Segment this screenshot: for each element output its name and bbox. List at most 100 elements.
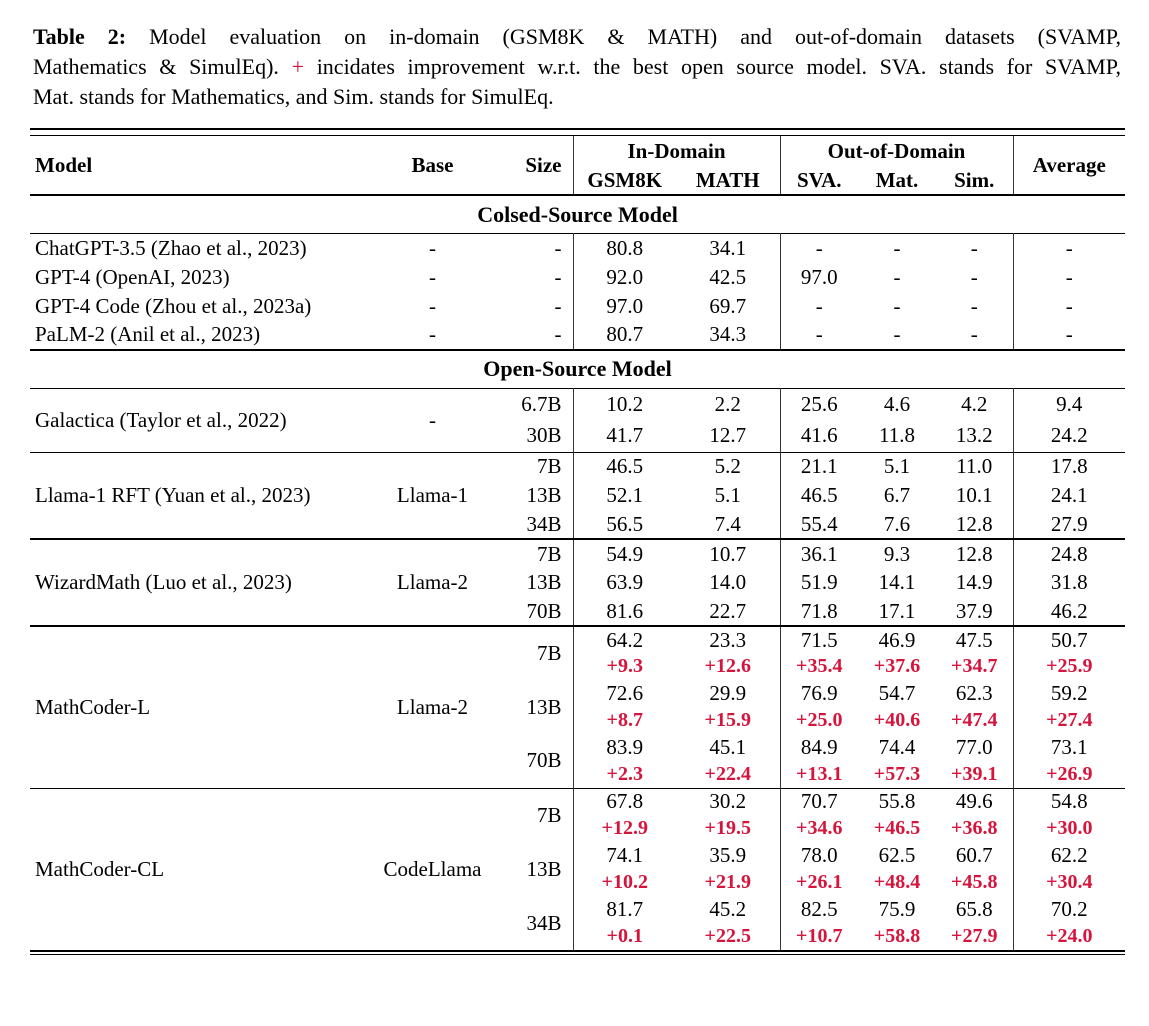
cell-sim: 12.8 — [955, 511, 993, 536]
group-mathcoder-cl: MathCoder-CL CodeLlama 7B 67.8 30.2 70.7… — [30, 788, 1126, 950]
cell-model: ChatGPT-3.5 (Zhao et al., 2023) — [35, 235, 307, 260]
cell-mat: - — [893, 293, 901, 318]
cell-math-delta: +22.5 — [704, 925, 751, 947]
cell-model: Galactica (Taylor et al., 2022) — [35, 407, 287, 432]
cell-mat-delta: +40.6 — [873, 709, 921, 731]
cell-average-delta: +30.4 — [1012, 869, 1126, 896]
cell-math: 34.1 — [709, 235, 747, 260]
table-row: GPT-4 (OpenAI, 2023) - - 92.0 42.5 97.0 … — [30, 262, 1126, 292]
header-row-datasets: GSM8K MATH SVA. Mat. Sim. — [30, 166, 1125, 195]
cell-sim-delta: +34.7 — [951, 655, 998, 677]
cell-average: 24.2 — [1012, 420, 1126, 452]
cell-average-delta: +26.9 — [1012, 761, 1126, 788]
table-row: 70B 81.6 22.7 71.8 17.1 37.9 46.2 — [30, 597, 1126, 626]
cell-base: - — [429, 264, 436, 289]
table-row: 13B 74.1 35.9 78.0 62.5 60.7 62.2 — [30, 842, 1126, 881]
cell-math-delta: +22.4 — [704, 762, 751, 785]
cell-sva: - — [779, 291, 858, 321]
cell-math: 22.7 — [709, 598, 747, 623]
cell-sim: 37.9 — [955, 598, 993, 623]
cell-average: - — [1012, 233, 1126, 263]
table-row: ChatGPT-3.5 (Zhao et al., 2023) - - 80.8… — [30, 233, 1126, 263]
table-caption: Table 2: Model evaluation on in-domain (… — [33, 22, 1121, 112]
table-row: 13B 52.1 5.1 46.5 6.7 10.1 24.1 — [30, 481, 1126, 510]
cell-model: GPT-4 (OpenAI, 2023) — [35, 264, 230, 289]
cell-gsm8k: 83.9 — [572, 734, 676, 761]
cell-mat: 14.1 — [878, 570, 916, 594]
cell-sva: 21.1 — [779, 452, 858, 481]
cell-average-delta: +25.9 — [1012, 653, 1126, 680]
cell-average: 70.2 — [1012, 896, 1126, 923]
cell-math: 42.5 — [709, 264, 747, 289]
header-size: Size — [525, 152, 562, 177]
cell-sim-delta: +47.4 — [951, 709, 998, 731]
table-row-improvement: +8.7 +15.9 +25.0 +40.6 +47.4 +27.4 — [30, 707, 1126, 734]
cell-base: - — [429, 293, 436, 318]
cell-sva-delta: +34.6 — [779, 815, 858, 842]
cell-sva: - — [779, 233, 858, 263]
cell-sva-delta: +10.7 — [779, 923, 858, 950]
cell-sva: 71.8 — [779, 597, 858, 626]
table-row-improvement: +0.1 +22.5 +10.7 +58.8 +27.9 +24.0 — [30, 923, 1126, 950]
section-title: Open-Source Model — [483, 356, 672, 381]
cell-sva-delta: +26.1 — [779, 869, 858, 896]
top-double-rule — [30, 128, 1125, 136]
table-row-improvement: +12.9 +19.5 +34.6 +46.5 +36.8 +30.0 — [30, 815, 1126, 842]
cell-math-delta: +19.5 — [704, 817, 751, 839]
caption-text: incidates improvement w.r.t. the best op… — [316, 54, 1122, 79]
cell-math-delta: +15.9 — [704, 709, 751, 731]
cell-mat-delta: +57.3 — [873, 762, 921, 785]
cell-average: 73.1 — [1012, 734, 1126, 761]
cell-sva: 55.4 — [779, 510, 858, 539]
closed-source-rows: ChatGPT-3.5 (Zhao et al., 2023) - - 80.8… — [30, 233, 1126, 350]
cell-sva: 82.5 — [779, 896, 858, 923]
cell-sva: 71.5 — [779, 626, 858, 653]
cell-gsm8k: 81.6 — [572, 597, 676, 626]
cell-base: Llama-2 — [396, 570, 469, 594]
cell-mat: 6.7 — [883, 483, 911, 507]
cell-model: MathCoder-CL — [35, 856, 165, 881]
section-title: Colsed-Source Model — [477, 201, 678, 227]
cell-sim: 65.8 — [955, 897, 993, 921]
cell-mat-delta: +58.8 — [873, 925, 921, 947]
cell-base: Llama-1 — [396, 482, 469, 507]
cell-average: 46.2 — [1012, 597, 1126, 626]
cell-gsm8k-delta: +9.3 — [572, 653, 676, 680]
cell-math: 7.4 — [714, 511, 741, 536]
cell-size: - — [554, 293, 562, 318]
header-out-of-domain: Out-of-Domain — [779, 136, 1014, 166]
cell-gsm8k-delta: +8.7 — [572, 707, 676, 734]
cell-gsm8k: 80.7 — [572, 320, 676, 350]
cell-math-delta: +12.6 — [704, 655, 751, 677]
cell-size: 7B — [536, 454, 562, 479]
table-row: MathCoder-CL CodeLlama 7B 67.8 30.2 70.7… — [30, 788, 1126, 881]
section-title-row: Open-Source Model — [30, 350, 1125, 389]
results-table: Model Base Size In-Domain Out-of-Domain … — [30, 136, 1126, 950]
group-llama1-rft: Llama-1 RFT (Yuan et al., 2023) Llama-1 … — [30, 452, 1126, 539]
cell-gsm8k: 74.1 — [572, 842, 676, 869]
cell-mat: 17.1 — [878, 598, 916, 623]
header-gsm8k: GSM8K — [572, 166, 676, 195]
cell-mat: 54.7 — [878, 681, 916, 705]
cell-sim: 77.0 — [955, 735, 993, 759]
cell-sim: 4.2 — [961, 391, 988, 416]
cell-mat: 7.6 — [883, 511, 911, 536]
caption-text: Mat. stands for Mathematics, and Sim. st… — [33, 84, 554, 109]
cell-size: 6.7B — [521, 391, 562, 416]
table-row: PaLM-2 (Anil et al., 2023) - - 80.7 34.3… — [30, 320, 1126, 350]
cell-mat-delta: +48.4 — [873, 871, 921, 893]
cell-mat: 74.4 — [878, 735, 916, 759]
cell-mat: 62.5 — [878, 843, 916, 867]
cell-mat: 5.1 — [883, 454, 911, 479]
cell-size: 7B — [536, 802, 562, 827]
header-base: Base — [411, 152, 454, 177]
cell-mat: 4.6 — [883, 391, 911, 416]
group-mathcoder-l: MathCoder-L Llama-2 7B 64.2 23.3 71.5 46… — [30, 626, 1126, 788]
cell-average-delta: +24.0 — [1012, 923, 1126, 950]
cell-average: 9.4 — [1012, 388, 1126, 420]
cell-gsm8k: 80.8 — [572, 233, 676, 263]
cell-sim: - — [970, 322, 978, 346]
table-row: WizardMath (Luo et al., 2023) Llama-2 7B… — [30, 539, 1126, 594]
cell-gsm8k: 46.5 — [572, 452, 676, 481]
cell-sim: 10.1 — [955, 483, 993, 507]
